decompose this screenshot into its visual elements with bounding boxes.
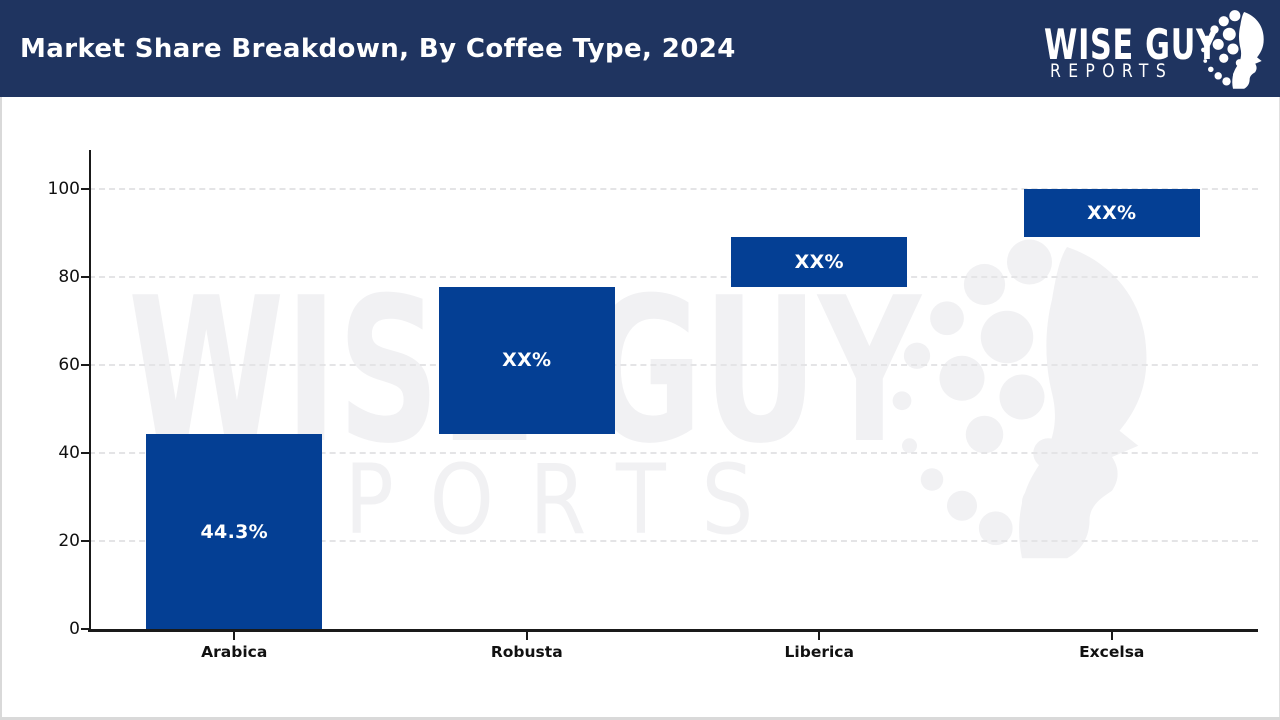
y-tick-label-60: 60 (58, 355, 80, 375)
bar-value-label-robusta: XX% (502, 349, 552, 372)
page-border-bottom (0, 717, 1280, 720)
x-tick-arabica (233, 632, 236, 640)
page-border-left (0, 97, 2, 720)
y-tick-label-20: 20 (58, 531, 80, 551)
watermark-head-icon (892, 239, 1147, 559)
y-tick-0 (81, 628, 90, 630)
category-label-robusta: Robusta (490, 643, 563, 661)
bar-excelsa: XX% (1023, 189, 1200, 238)
title-bar: Market Share Breakdown, By Coffee Type, … (0, 0, 1280, 97)
waterfall-chart: 0 20 40 60 80 100 44.3% Arabica XX% Robusta XX% Lib… (0, 97, 1280, 717)
y-tick-label-0: 0 (69, 619, 80, 639)
category-label-arabica: Arabica (201, 643, 268, 661)
category-label-excelsa: Excelsa (1079, 643, 1145, 661)
x-tick-liberica (818, 632, 821, 640)
bar-arabica: 44.3% (146, 434, 323, 629)
bar-liberica: XX% (731, 237, 908, 287)
y-axis (89, 150, 91, 632)
y-tick-20 (81, 540, 90, 542)
wise-guy-logo: WISE GUY REPORTS (1012, 0, 1272, 97)
dotted-head-icon (1201, 10, 1264, 89)
y-tick-label-80: 80 (58, 267, 80, 287)
bar-value-label-liberica: XX% (794, 251, 844, 274)
x-axis (88, 629, 1258, 632)
gridline-40 (89, 452, 1258, 454)
bar-value-label-arabica: 44.3% (200, 520, 268, 543)
bar-value-label-excelsa: XX% (1087, 202, 1137, 225)
x-tick-robusta (525, 632, 528, 640)
page-title: Market Share Breakdown, By Coffee Type, … (20, 33, 736, 64)
y-tick-40 (81, 452, 90, 454)
y-tick-100 (81, 188, 90, 190)
logo-wordmark: WISE GUY (1044, 20, 1219, 69)
y-tick-label-100: 100 (47, 179, 80, 199)
y-tick-label-40: 40 (58, 443, 80, 463)
category-label-liberica: Liberica (784, 643, 854, 661)
y-tick-60 (81, 364, 90, 366)
y-tick-80 (81, 276, 90, 278)
gridline-100 (89, 188, 1258, 190)
gridline-60 (89, 364, 1258, 366)
x-tick-excelsa (1110, 632, 1113, 640)
gridline-20 (89, 540, 1258, 542)
gridline-80 (89, 276, 1258, 278)
logo-subtitle: REPORTS (1050, 60, 1174, 82)
bar-robusta: XX% (438, 286, 615, 435)
